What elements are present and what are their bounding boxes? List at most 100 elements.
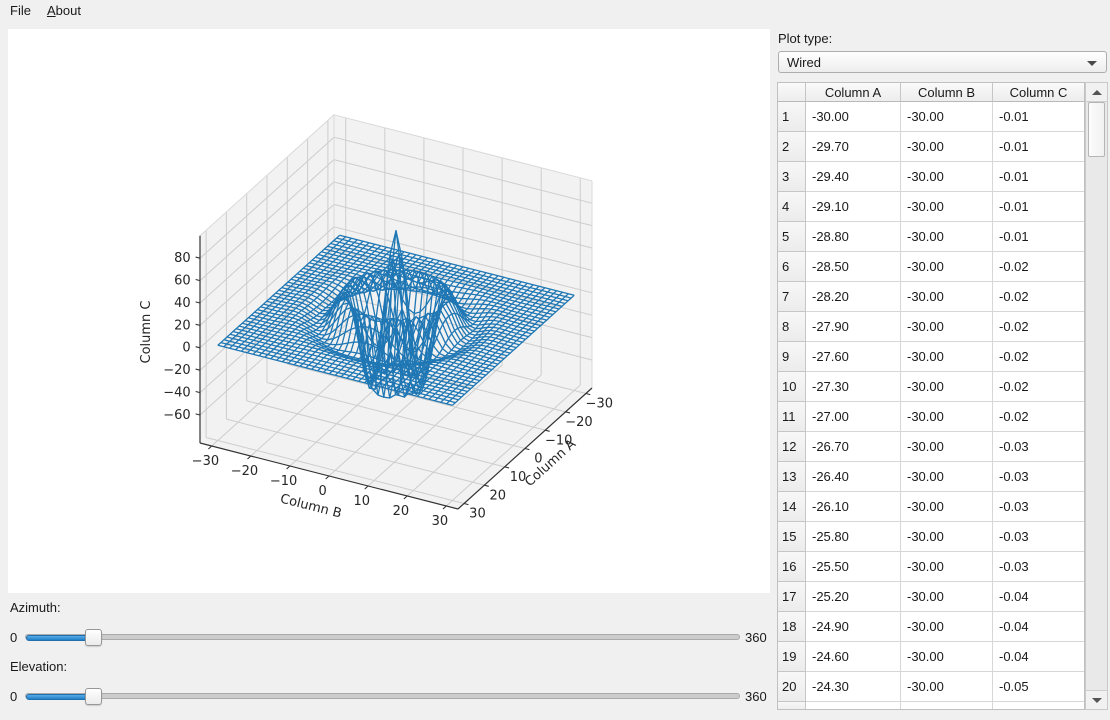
- row-number-cell[interactable]: 9: [778, 342, 806, 372]
- row-number-cell[interactable]: 6: [778, 252, 806, 282]
- table-row: 18 -24.90 -30.00 -0.04: [778, 612, 1084, 642]
- azimuth-slider[interactable]: [25, 629, 740, 646]
- cell-column-a[interactable]: -24.90: [806, 612, 901, 642]
- cell-column-b[interactable]: -30.00: [901, 162, 993, 192]
- cell-column-a[interactable]: -26.70: [806, 432, 901, 462]
- cell-column-b[interactable]: -30.00: [901, 102, 993, 132]
- plot-type-select[interactable]: Wired: [778, 51, 1107, 73]
- column-a-header[interactable]: Column A: [806, 83, 901, 102]
- cell-column-c[interactable]: -0.01: [993, 102, 1084, 132]
- row-number-cell[interactable]: 10: [778, 372, 806, 402]
- cell-column-a[interactable]: -27.30: [806, 372, 901, 402]
- row-number-cell[interactable]: 16: [778, 552, 806, 582]
- row-number-cell[interactable]: 1: [778, 102, 806, 132]
- cell-column-c[interactable]: -0.03: [993, 432, 1084, 462]
- column-b-header[interactable]: Column B: [901, 83, 993, 102]
- cell-column-b[interactable]: -30.00: [901, 372, 993, 402]
- cell-column-b[interactable]: -30.00: [901, 222, 993, 252]
- table-row: 19 -24.60 -30.00 -0.04: [778, 642, 1084, 672]
- cell-column-c[interactable]: -0.03: [993, 552, 1084, 582]
- row-number-cell[interactable]: 3: [778, 162, 806, 192]
- row-number-cell[interactable]: 19: [778, 642, 806, 672]
- row-number-cell[interactable]: 17: [778, 582, 806, 612]
- cell-column-a[interactable]: -24.30: [806, 672, 901, 702]
- cell-column-a[interactable]: -27.00: [806, 402, 901, 432]
- cell-column-a[interactable]: -26.10: [806, 492, 901, 522]
- row-number-cell[interactable]: 14: [778, 492, 806, 522]
- cell-column-b[interactable]: -30.00: [901, 672, 993, 702]
- svg-text:0: 0: [182, 341, 190, 356]
- scroll-down-button[interactable]: [1086, 690, 1107, 709]
- cell-column-a[interactable]: -27.90: [806, 312, 901, 342]
- cell-column-a[interactable]: -28.20: [806, 282, 901, 312]
- row-number-cell[interactable]: 18: [778, 612, 806, 642]
- cell-column-c[interactable]: -0.03: [993, 522, 1084, 552]
- cell-column-c[interactable]: -0.02: [993, 342, 1084, 372]
- row-number-cell[interactable]: 7: [778, 282, 806, 312]
- row-number-cell[interactable]: 5: [778, 222, 806, 252]
- cell-column-c[interactable]: -0.03: [993, 462, 1084, 492]
- cell-column-a[interactable]: -27.60: [806, 342, 901, 372]
- cell-column-b[interactable]: -30.00: [901, 312, 993, 342]
- cell-column-a[interactable]: -28.50: [806, 252, 901, 282]
- cell-column-a[interactable]: -25.50: [806, 552, 901, 582]
- row-number-cell[interactable]: 4: [778, 192, 806, 222]
- row-number-cell[interactable]: 15: [778, 522, 806, 552]
- cell-column-c[interactable]: -0.01: [993, 162, 1084, 192]
- row-number-cell[interactable]: 20: [778, 672, 806, 702]
- table-row: 17 -25.20 -30.00 -0.04: [778, 582, 1084, 612]
- elevation-slider-handle[interactable]: [84, 688, 102, 705]
- cell-column-b[interactable]: -30.00: [901, 612, 993, 642]
- cell-column-c[interactable]: -0.02: [993, 402, 1084, 432]
- elevation-min-label: 0: [10, 689, 18, 704]
- scrollbar-thumb[interactable]: [1088, 102, 1105, 157]
- azimuth-slider-handle[interactable]: [84, 629, 102, 646]
- cell-column-c[interactable]: -0.03: [993, 492, 1084, 522]
- cell-column-a[interactable]: -29.70: [806, 132, 901, 162]
- cell-column-b[interactable]: -30.00: [901, 132, 993, 162]
- cell-column-c[interactable]: -0.02: [993, 252, 1084, 282]
- table-scrollbar[interactable]: [1085, 82, 1108, 710]
- menu-file[interactable]: File: [10, 3, 31, 18]
- cell-column-b[interactable]: -30.00: [901, 462, 993, 492]
- scroll-up-button[interactable]: [1086, 83, 1107, 102]
- cell-column-a[interactable]: -25.20: [806, 582, 901, 612]
- cell-column-c[interactable]: -0.02: [993, 372, 1084, 402]
- cell-column-b[interactable]: -30.00: [901, 282, 993, 312]
- cell-column-b[interactable]: -30.00: [901, 192, 993, 222]
- cell-column-b[interactable]: -30.00: [901, 342, 993, 372]
- cell-column-c[interactable]: -0.04: [993, 612, 1084, 642]
- row-number-cell[interactable]: 11: [778, 402, 806, 432]
- cell-column-b[interactable]: -30.00: [901, 252, 993, 282]
- cell-column-b[interactable]: -30.00: [901, 552, 993, 582]
- cell-column-c[interactable]: -0.04: [993, 642, 1084, 672]
- cell-column-b[interactable]: -30.00: [901, 642, 993, 672]
- cell-column-a[interactable]: -30.00: [806, 102, 901, 132]
- cell-column-c[interactable]: -0.04: [993, 582, 1084, 612]
- cell-column-a[interactable]: -29.10: [806, 192, 901, 222]
- cell-column-b[interactable]: -30.00: [901, 432, 993, 462]
- cell-column-c[interactable]: -0.02: [993, 312, 1084, 342]
- menu-about[interactable]: About: [47, 3, 81, 18]
- row-number-cell[interactable]: 2: [778, 132, 806, 162]
- cell-column-a[interactable]: -28.80: [806, 222, 901, 252]
- cell-column-c[interactable]: -0.01: [993, 192, 1084, 222]
- cell-column-a[interactable]: -29.40: [806, 162, 901, 192]
- cell-column-c[interactable]: -0.01: [993, 222, 1084, 252]
- cell-column-b[interactable]: -30.00: [901, 402, 993, 432]
- cell-column-b[interactable]: -30.00: [901, 492, 993, 522]
- cell-column-b[interactable]: -30.00: [901, 582, 993, 612]
- svg-text:Column C: Column C: [139, 301, 154, 364]
- row-number-cell[interactable]: 13: [778, 462, 806, 492]
- row-number-cell[interactable]: 8: [778, 312, 806, 342]
- cell-column-c[interactable]: -0.05: [993, 672, 1084, 702]
- cell-column-c[interactable]: -0.01: [993, 132, 1084, 162]
- cell-column-b[interactable]: -30.00: [901, 522, 993, 552]
- cell-column-c[interactable]: -0.02: [993, 282, 1084, 312]
- cell-column-a[interactable]: -24.60: [806, 642, 901, 672]
- elevation-slider[interactable]: [25, 688, 740, 705]
- column-c-header[interactable]: Column C: [993, 83, 1084, 102]
- row-number-cell[interactable]: 12: [778, 432, 806, 462]
- cell-column-a[interactable]: -25.80: [806, 522, 901, 552]
- cell-column-a[interactable]: -26.40: [806, 462, 901, 492]
